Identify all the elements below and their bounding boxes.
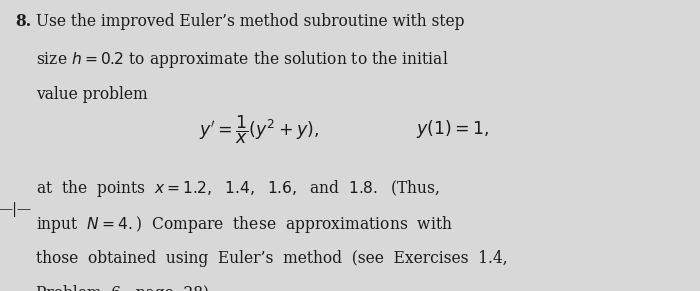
Text: Use the improved Euler’s method subroutine with step: Use the improved Euler’s method subrouti… [36,13,465,30]
Text: value problem: value problem [36,86,148,103]
Text: input  $N = 4.$)  Compare  these  approximations  with: input $N = 4.$) Compare these approximat… [36,214,453,235]
Text: size $h = 0.2$ to approximate the solution to the initial: size $h = 0.2$ to approximate the soluti… [36,49,449,70]
Text: Problem  6,  page  28).: Problem 6, page 28). [36,285,214,291]
Text: at  the  points  $x = 1.2,$  $1.4,$  $1.6,$  and  $1.8.$  (Thus,: at the points $x = 1.2,$ $1.4,$ $1.6,$ a… [36,178,440,198]
Text: 8.: 8. [15,13,32,30]
Text: those  obtained  using  Euler’s  method  (see  Exercises  1.4,: those obtained using Euler’s method (see… [36,250,508,267]
Text: $y' = \dfrac{1}{x}(y^2 + y),$: $y' = \dfrac{1}{x}(y^2 + y),$ [199,113,320,146]
Text: $y(1) = 1,$: $y(1) = 1,$ [416,118,490,141]
Text: —|—: —|— [0,202,32,217]
